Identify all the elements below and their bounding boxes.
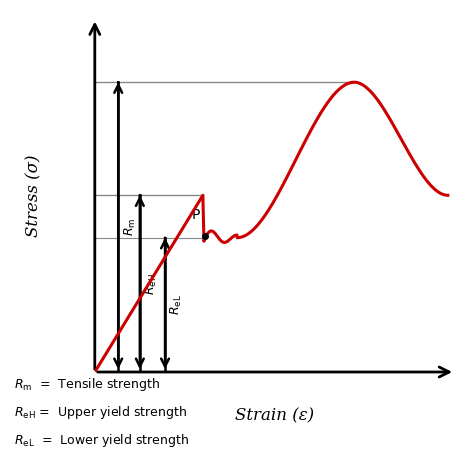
Text: P: P: [192, 208, 200, 222]
Text: $R_\mathrm{eL}$  =  Lower yield strength: $R_\mathrm{eL}$ = Lower yield strength: [14, 432, 189, 449]
Text: Stress (σ): Stress (σ): [25, 154, 42, 237]
Text: $R_\mathrm{m}$: $R_\mathrm{m}$: [123, 218, 137, 236]
Text: $R_\mathrm{m}$  =  Tensile strength: $R_\mathrm{m}$ = Tensile strength: [14, 376, 160, 393]
Text: $R_\mathrm{eH}$: $R_\mathrm{eH}$: [144, 273, 159, 294]
Text: $R_\mathrm{eL}$: $R_\mathrm{eL}$: [169, 294, 184, 315]
Text: Strain (ε): Strain (ε): [236, 407, 314, 425]
Text: $R_\mathrm{eH}$ =  Upper yield strength: $R_\mathrm{eH}$ = Upper yield strength: [14, 404, 187, 421]
